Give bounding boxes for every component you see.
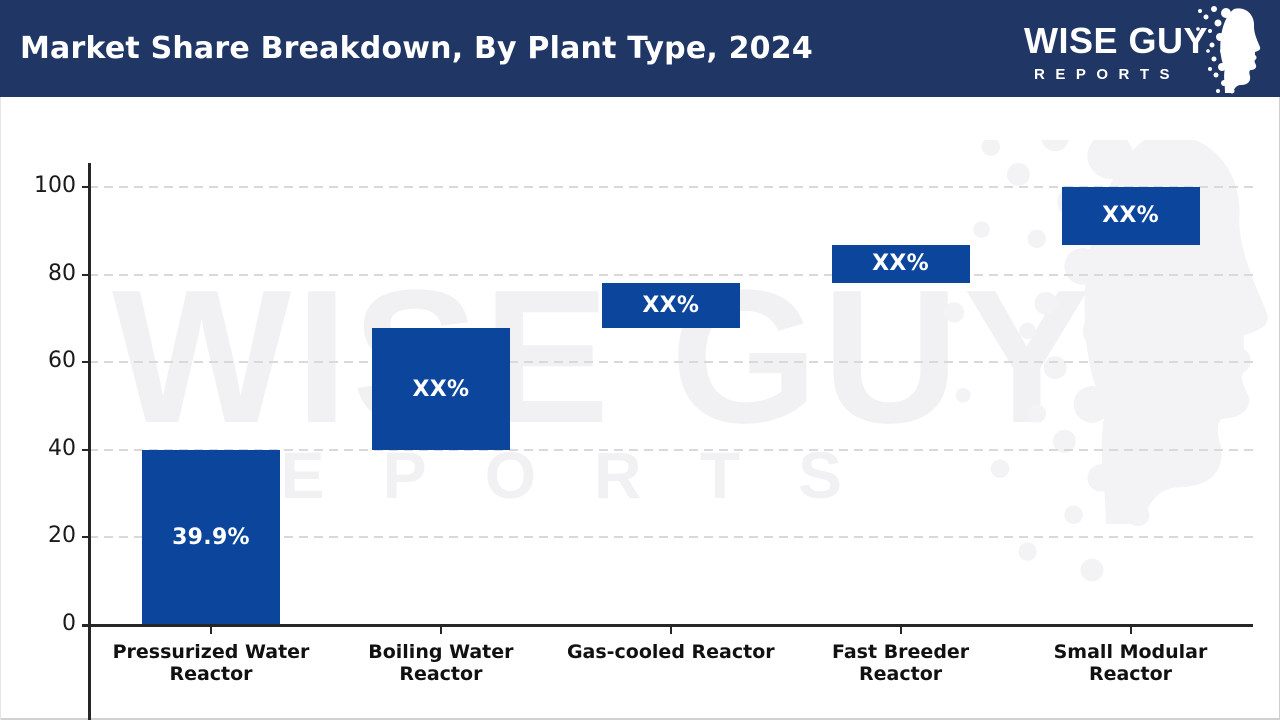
gridline-100 <box>89 186 1253 188</box>
gridline-60 <box>89 361 1253 364</box>
watermark-subtext: REPORTS <box>175 438 901 512</box>
bar-value-label: XX% <box>1102 203 1159 229</box>
bar-1: 39.9% <box>142 450 280 625</box>
x-tick-label-line: Small Modular <box>1053 641 1208 663</box>
x-tick-mark <box>1129 626 1132 634</box>
y-axis <box>88 163 91 720</box>
y-tick-label: 80 <box>48 260 76 286</box>
x-tick-label: Gas-cooled Reactor <box>551 641 791 663</box>
bar-value-label: XX% <box>412 376 470 402</box>
header-banner: Market Share Breakdown, By Plant Type, 2… <box>0 0 1280 97</box>
x-tick-label-line: Reactor <box>1088 663 1173 685</box>
bar-4: XX% <box>831 244 970 283</box>
x-tick-label-line: Reactor <box>169 663 253 685</box>
y-tick-label: 20 <box>48 523 76 549</box>
logo-face-icon <box>1196 6 1261 94</box>
logo-subtext: REPORTS <box>1034 66 1180 83</box>
bar-value-label: 39.9% <box>172 525 250 551</box>
y-tick-mark <box>82 186 89 188</box>
x-tick-label-line: Reactor <box>399 663 483 685</box>
bar-3: XX% <box>601 282 740 329</box>
gridline-20 <box>89 536 1253 539</box>
x-tick-mark <box>210 626 212 634</box>
x-axis <box>82 624 1253 627</box>
watermark-wordmark: WISE GUY <box>112 251 1095 463</box>
chart-plot-area: 0 20 40 60 80 100 39.9% Pressurized Water Reacto… <box>0 97 1280 720</box>
x-tick-mark <box>669 626 672 634</box>
x-tick-label-line: Pressurized Water <box>112 641 310 663</box>
y-tick-mark <box>82 361 89 364</box>
x-tick-label: Fast Breeder Reactor <box>781 641 1021 685</box>
y-tick-label: 0 <box>62 611 76 636</box>
y-tick-label: 100 <box>34 173 76 198</box>
x-tick-label-line: Reactor <box>859 663 943 685</box>
x-tick-label-line: Boiling Water <box>368 641 514 663</box>
x-tick-label: Boiling Water Reactor <box>321 641 561 685</box>
y-tick-mark <box>82 536 89 539</box>
bar-5: XX% <box>1061 187 1200 245</box>
gridline-80 <box>89 273 1253 276</box>
page-title: Market Share Breakdown, By Plant Type, 2… <box>20 31 813 66</box>
y-tick-mark <box>82 624 89 626</box>
x-tick-label: Small Modular Reactor <box>1011 641 1251 685</box>
bar-value-label: XX% <box>872 251 930 277</box>
x-tick-label: Pressurized Water Reactor <box>91 641 331 685</box>
wise-guy-logo: WISE GUY REPORTS <box>1024 6 1261 94</box>
y-tick-mark <box>82 273 89 276</box>
x-tick-mark <box>899 626 902 634</box>
y-tick-label: 40 <box>48 435 76 461</box>
bar-2: XX% <box>371 328 510 451</box>
gridline-40 <box>89 448 1253 451</box>
x-tick-mark <box>439 626 442 634</box>
logo-wordmark: WISE GUY <box>1024 20 1208 61</box>
y-tick-mark <box>82 448 89 451</box>
bar-value-label: XX% <box>642 293 700 319</box>
y-tick-label: 60 <box>48 348 76 374</box>
x-tick-label-line: Fast Breeder <box>832 641 970 663</box>
x-tick-label-line: Gas-cooled Reactor <box>566 641 775 663</box>
